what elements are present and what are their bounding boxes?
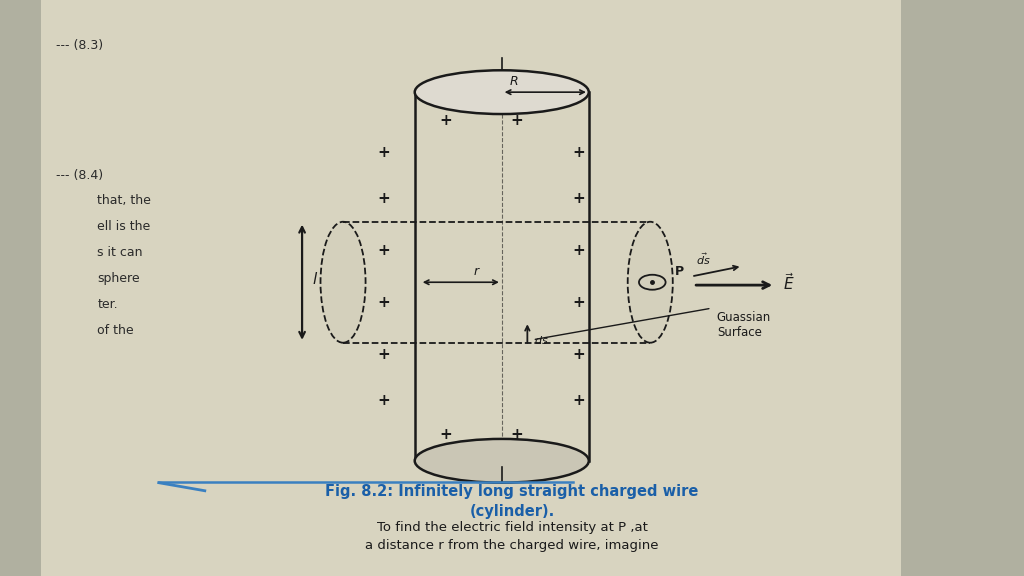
- Text: +: +: [439, 427, 452, 442]
- Text: Guassian
Surface: Guassian Surface: [717, 311, 771, 339]
- Text: that, the: that, the: [97, 195, 152, 207]
- Text: +: +: [378, 145, 390, 160]
- Text: To find the electric field intensity at P ,at
a distance r from the charged wire: To find the electric field intensity at …: [366, 521, 658, 552]
- Text: of the: of the: [97, 324, 134, 337]
- Text: +: +: [572, 347, 585, 362]
- Text: +: +: [378, 295, 390, 310]
- Text: $\vec{E}$: $\vec{E}$: [783, 272, 795, 293]
- Text: +: +: [439, 113, 452, 128]
- Ellipse shape: [415, 70, 589, 114]
- Text: l: l: [312, 272, 316, 287]
- Text: R: R: [510, 75, 518, 88]
- Text: ell is the: ell is the: [97, 221, 151, 233]
- Text: +: +: [378, 243, 390, 258]
- Text: --- (8.3): --- (8.3): [56, 39, 103, 52]
- Text: Fig. 8.2: Infinitely long straight charged wire
(cylinder).: Fig. 8.2: Infinitely long straight charg…: [326, 484, 698, 518]
- Ellipse shape: [321, 222, 366, 343]
- Text: P: P: [675, 266, 684, 278]
- Ellipse shape: [415, 439, 589, 483]
- Text: +: +: [378, 347, 390, 362]
- Text: r: r: [473, 265, 478, 278]
- Text: +: +: [572, 393, 585, 408]
- Text: +: +: [572, 191, 585, 206]
- Text: +: +: [511, 113, 523, 128]
- Ellipse shape: [628, 222, 673, 343]
- Text: ter.: ter.: [97, 298, 118, 311]
- Text: +: +: [378, 191, 390, 206]
- Text: --- (8.4): --- (8.4): [56, 169, 103, 181]
- FancyBboxPatch shape: [41, 0, 901, 576]
- Text: s it can: s it can: [97, 247, 142, 259]
- Text: +: +: [572, 243, 585, 258]
- Text: sphere: sphere: [97, 272, 140, 285]
- Text: $ds$: $ds$: [534, 334, 548, 346]
- Text: +: +: [572, 145, 585, 160]
- Text: +: +: [511, 427, 523, 442]
- Text: +: +: [572, 295, 585, 310]
- Text: +: +: [378, 393, 390, 408]
- Text: $\vec{ds}$: $\vec{ds}$: [696, 251, 711, 267]
